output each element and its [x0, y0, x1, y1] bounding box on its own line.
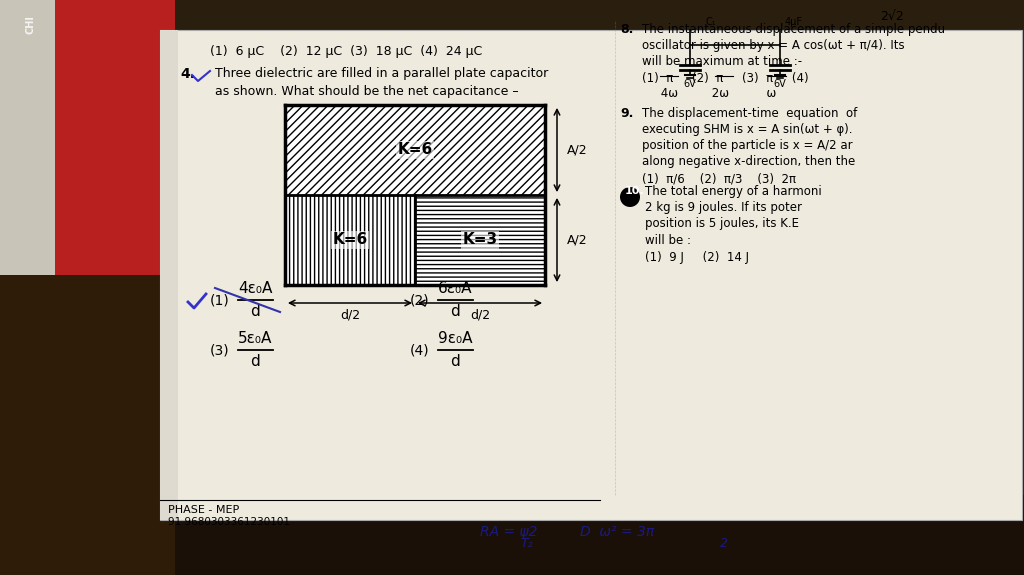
Text: (1)  6 μC    (2)  12 μC  (3)  18 μC  (4)  24 μC: (1) 6 μC (2) 12 μC (3) 18 μC (4) 24 μC	[210, 45, 482, 58]
Text: The instantaneous displacement of a simple pendu: The instantaneous displacement of a simp…	[642, 23, 945, 36]
Text: position of the particle is x = A/2 ar: position of the particle is x = A/2 ar	[642, 139, 853, 152]
Text: 4μF: 4μF	[785, 17, 803, 27]
Text: K=3: K=3	[463, 232, 498, 247]
Bar	[0, 275, 175, 575]
Text: 10.: 10.	[625, 186, 645, 196]
Text: d: d	[250, 304, 260, 319]
Text: 6ε₀A: 6ε₀A	[437, 281, 472, 296]
Text: 6V: 6V	[773, 79, 785, 89]
Bar	[285, 105, 545, 195]
Text: 4ω         2ω          ω: 4ω 2ω ω	[642, 87, 776, 100]
Text: (4): (4)	[410, 343, 430, 357]
Bar	[0, 495, 1024, 575]
Text: C₁: C₁	[705, 17, 716, 27]
Circle shape	[620, 187, 640, 207]
Bar	[285, 195, 415, 285]
Text: d/2: d/2	[470, 308, 490, 321]
Text: 5ε₀A: 5ε₀A	[238, 331, 272, 346]
Text: K=6: K=6	[333, 232, 368, 247]
Text: 9.: 9.	[620, 107, 634, 120]
Text: (1)  9 J     (2)  14 J: (1) 9 J (2) 14 J	[645, 251, 749, 263]
Text: The total energy of a harmoni: The total energy of a harmoni	[645, 186, 821, 198]
Bar	[0, 0, 175, 575]
Text: The displacement-time  equation  of: The displacement-time equation of	[642, 107, 857, 120]
Text: d: d	[250, 354, 260, 369]
Text: as shown. What should be the net capacitance –: as shown. What should be the net capacit…	[215, 85, 518, 98]
Text: 6V: 6V	[683, 79, 695, 89]
Text: (2): (2)	[410, 293, 430, 307]
Text: RA = ψ2: RA = ψ2	[480, 525, 538, 539]
Text: T₂: T₂	[520, 537, 532, 550]
Text: 2 kg is 9 joules. If its poter: 2 kg is 9 joules. If its poter	[645, 201, 802, 214]
Text: 4.: 4.	[180, 67, 195, 81]
Bar	[0, 0, 55, 275]
Text: will be :: will be :	[645, 233, 691, 247]
Text: will be maximum at time :-: will be maximum at time :-	[642, 55, 802, 68]
Text: position is 5 joules, its K.E: position is 5 joules, its K.E	[645, 217, 799, 231]
Bar	[160, 30, 1022, 520]
Text: d: d	[451, 304, 460, 319]
Text: (1): (1)	[210, 293, 229, 307]
Text: 4ε₀A: 4ε₀A	[238, 281, 272, 296]
Bar	[415, 195, 545, 285]
Text: (3): (3)	[210, 343, 229, 357]
Text: Three dielectric are filled in a parallel plate capacitor: Three dielectric are filled in a paralle…	[215, 67, 548, 80]
Bar	[0, 0, 175, 275]
Text: (1)  π/6    (2)  π/3    (3)  2π: (1) π/6 (2) π/3 (3) 2π	[642, 172, 796, 185]
Text: d/2: d/2	[340, 308, 360, 321]
Text: along negative x-direction, then the: along negative x-direction, then the	[642, 155, 855, 168]
Text: 2√2: 2√2	[880, 10, 904, 23]
Text: A/2: A/2	[567, 144, 588, 156]
Text: 8.: 8.	[620, 23, 634, 36]
Text: K=6: K=6	[397, 143, 432, 158]
Text: 2: 2	[720, 537, 728, 550]
Text: executing SHM is x = A sin(ωt + φ).: executing SHM is x = A sin(ωt + φ).	[642, 123, 853, 136]
Text: 9ε₀A: 9ε₀A	[437, 331, 472, 346]
Text: (1)  π     (2)  π     (3)  π     (4): (1) π (2) π (3) π (4)	[642, 72, 809, 85]
Bar	[160, 30, 178, 520]
Text: d: d	[451, 354, 460, 369]
Text: PHASE - MEP: PHASE - MEP	[168, 505, 240, 515]
Text: D  ω² = 3π: D ω² = 3π	[580, 525, 654, 539]
Text: CHI: CHI	[25, 15, 35, 34]
Text: oscillator is given by x = A cos(ωt + π/4). Its: oscillator is given by x = A cos(ωt + π/…	[642, 39, 904, 52]
Text: 91 9680303361230101: 91 9680303361230101	[168, 517, 290, 527]
Text: A/2: A/2	[567, 233, 588, 247]
